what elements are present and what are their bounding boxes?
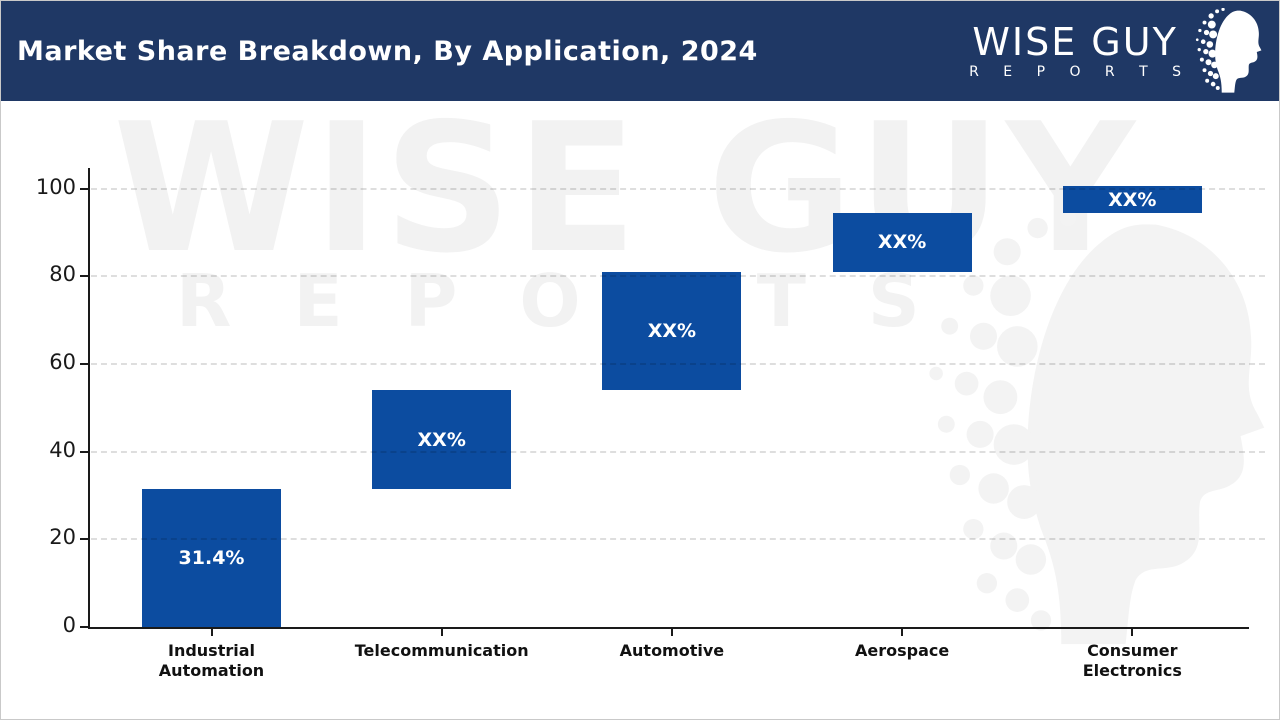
bar-value-label: XX% — [647, 320, 697, 342]
bar-telecommunication: XX% — [372, 390, 512, 490]
bar-industrial-automation: 31.4% — [142, 489, 281, 627]
x-tick-3 — [670, 629, 673, 636]
gridline-20 — [91, 538, 1265, 541]
gridline-40 — [91, 450, 1265, 453]
y-tick-label-60: 60 — [49, 349, 76, 374]
y-tick-label-0: 0 — [62, 613, 76, 637]
y-tick-80 — [80, 275, 88, 278]
category-label-automotive: Automotive — [619, 641, 725, 660]
gridline-60 — [91, 362, 1265, 365]
y-tick-100 — [80, 187, 88, 190]
logo-head-icon — [1195, 8, 1262, 93]
y-tick-40 — [80, 450, 88, 453]
logo-subtitle: R E P O R T S — [969, 64, 1191, 80]
y-tick-20 — [80, 538, 88, 541]
y-tick-label-40: 40 — [49, 437, 76, 462]
x-tick-1 — [210, 629, 213, 636]
category-label-telecommunication: Telecommunication — [354, 641, 529, 660]
y-tick-label-80: 80 — [49, 262, 76, 287]
logo-text: WISE GUY R E P O R T S — [959, 23, 1191, 79]
bar-value-label: XX% — [1108, 188, 1157, 211]
category-label-aerospace: Aerospace — [854, 641, 950, 660]
chart-title: Market Share Breakdown, By Application, … — [17, 35, 758, 67]
category-label-consumer-electronics: Consumer Electronics — [1082, 641, 1182, 680]
bar-value-label: XX% — [417, 428, 466, 451]
y-tick-0 — [80, 626, 88, 628]
y-tick-60 — [80, 362, 88, 365]
header-bar: Market Share Breakdown, By Application, … — [1, 1, 1279, 101]
bar-consumer-electronics: XX% — [1062, 186, 1202, 214]
y-tick-label-20: 20 — [49, 525, 76, 550]
x-axis-spine — [88, 627, 1249, 629]
chart-area: WISE GUY REPORTS 31.4% XX% XX% XX% XX% 0 20 40… — [1, 85, 1279, 719]
x-tick-2 — [440, 629, 443, 636]
x-tick-4 — [901, 629, 904, 636]
gridline-80 — [91, 275, 1265, 278]
x-tick-5 — [1131, 629, 1134, 636]
logo-wordmark: WISE GUY — [972, 20, 1178, 64]
bar-aerospace: XX% — [832, 213, 972, 272]
wise-guy-reports-logo: WISE GUY R E P O R T S — [959, 8, 1265, 94]
watermark-subtext: REPORTS — [176, 259, 982, 343]
bar-automotive: XX% — [602, 271, 742, 391]
category-label-industrial-automation: Industrial Automation — [158, 641, 265, 680]
y-tick-label-100: 100 — [35, 174, 76, 199]
y-axis-spine — [88, 168, 90, 629]
bar-value-label: XX% — [877, 231, 927, 254]
gridline-100 — [91, 187, 1265, 190]
bar-value-label: 31.4% — [178, 547, 245, 570]
